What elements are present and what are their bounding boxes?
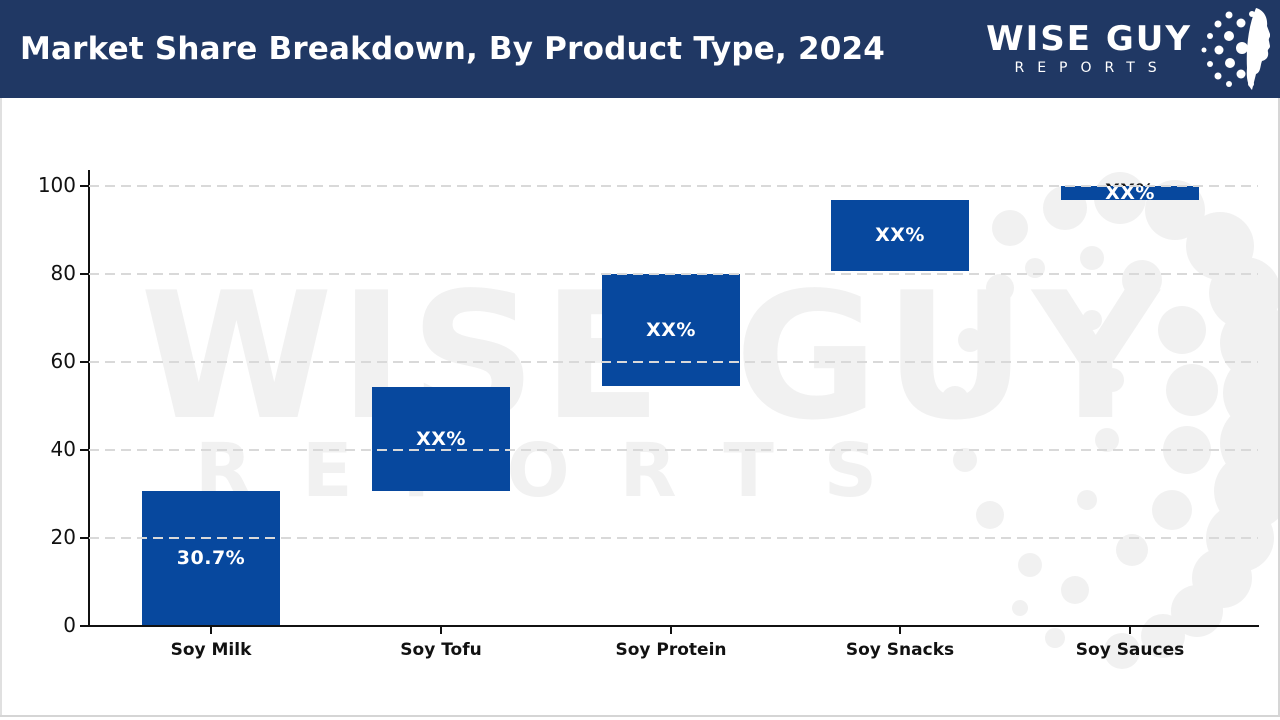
gridline-60 [89,361,1258,363]
header-bar: Market Share Breakdown, By Product Type,… [0,0,1280,98]
y-tick-label: 80 [50,261,76,285]
watermark-line2: REPORTS [195,428,928,514]
left-edge-divider [0,98,2,716]
y-axis-line [88,170,90,627]
gridline-80 [89,273,1258,275]
bar-value-label: XX% [1105,186,1155,200]
x-category-label: Soy Snacks [845,640,955,660]
y-tick-mark [80,449,88,451]
y-tick-mark [80,185,88,187]
x-category-label: Soy Sauces [1075,640,1185,660]
bar-value-label: XX% [416,427,466,450]
y-tick-mark [80,625,88,627]
bar-soy-tofu: XX% [372,386,510,491]
bar-soy-protein: XX% [602,274,740,387]
bar-value-label: XX% [646,319,696,342]
bar-soy-milk: 30.7% [142,490,280,626]
x-axis-line [87,625,1259,627]
bar-value-label: 30.7% [176,547,246,570]
x-tick-mark [670,627,672,634]
brand-logo-text: WISE GUY REPORTS [986,19,1192,76]
logo-subtitle: REPORTS [1014,59,1170,76]
y-tick-label: 20 [50,525,76,549]
y-tick-mark [80,537,88,539]
x-tick-mark [1129,627,1131,634]
logo-wordmark: WISE GUY [986,19,1192,60]
brand-logo: WISE GUY REPORTS [986,0,1270,98]
y-tick-mark [80,361,88,363]
x-category-label: Soy Milk [170,640,252,660]
page-title: Market Share Breakdown, By Product Type,… [20,31,886,67]
x-tick-mark [899,627,901,634]
watermark-face-icon [941,172,1280,669]
x-category-label: Soy Protein [615,640,727,660]
y-tick-label: 100 [37,173,76,197]
y-tick-mark [80,273,88,275]
x-category-label: Soy Tofu [400,640,482,660]
bar-soy-snacks: XX% [831,200,969,271]
right-edge-divider [1278,98,1280,716]
bottom-divider [0,715,1280,717]
gridline-40 [89,449,1258,451]
gridline-100 [89,185,1258,187]
y-tick-label: 60 [50,349,76,373]
x-tick-mark [440,627,442,634]
bar-value-label: XX% [875,224,925,247]
y-tick-label: 0 [63,613,76,637]
gridline-20 [89,537,1258,539]
bar-soy-sauces: XX% [1061,186,1199,200]
logo-face-icon [1201,8,1270,90]
x-tick-mark [210,627,212,634]
y-tick-label: 40 [50,437,76,461]
